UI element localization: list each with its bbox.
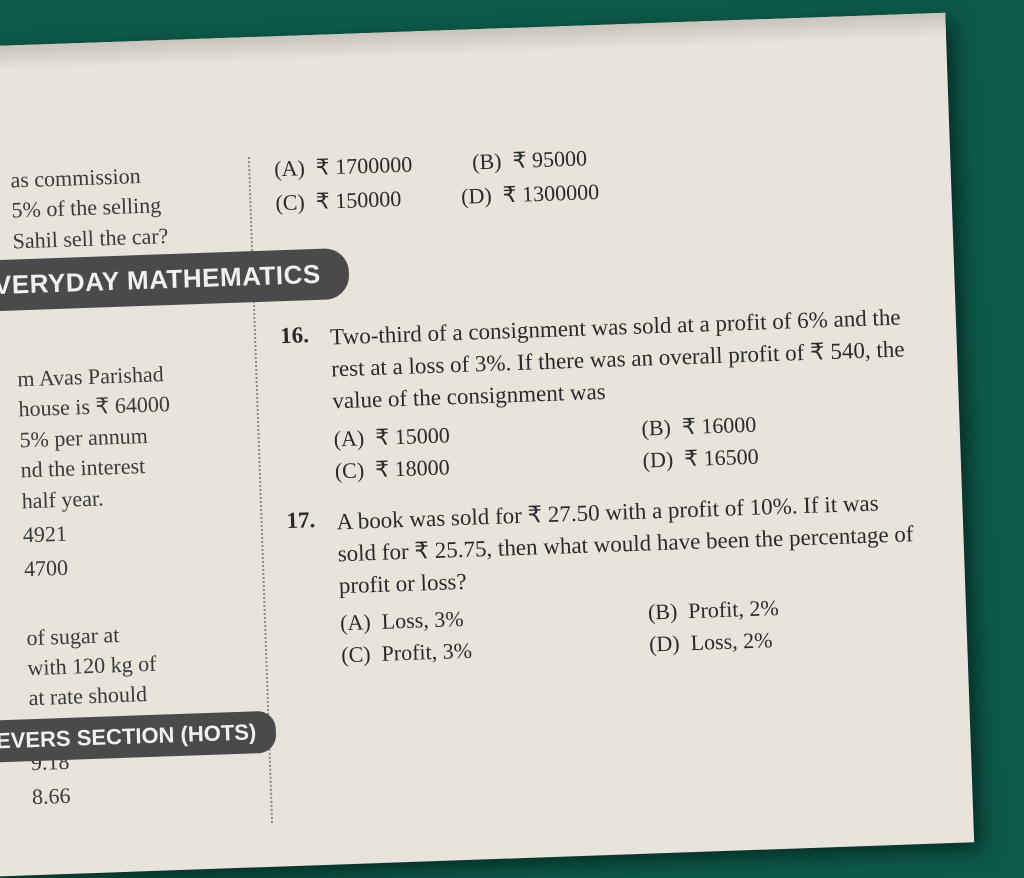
option-a: (A) ₹ 1700000 [274, 152, 413, 183]
frag-num: 4700 [24, 547, 245, 585]
option-value: ₹ 18000 [375, 454, 450, 482]
option-value: ₹ 16500 [684, 443, 759, 471]
option-value: ₹ 150000 [315, 186, 401, 214]
option-value: ₹ 1700000 [315, 152, 412, 180]
option-c: (C) ₹ 18000 [334, 448, 613, 484]
option-b: (B) ₹ 16000 [641, 406, 920, 442]
option-c: (C) Profit, 3% [341, 633, 620, 669]
option-a: (A) ₹ 15000 [333, 416, 612, 452]
option-d: (D) ₹ 1300000 [461, 179, 600, 210]
frag-num: 8.66 [32, 775, 253, 813]
option-a: (A) Loss, 3% [340, 601, 619, 637]
question-16-options: (A) ₹ 15000 (B) ₹ 16000 (C) ₹ 18000 (D) … [333, 406, 921, 484]
question-17-options: (A) Loss, 3% (B) Profit, 2% (C) Profit, … [340, 590, 928, 668]
option-d: (D) ₹ 16500 [642, 438, 921, 474]
question-number: 16. [280, 322, 319, 420]
option-value: ₹ 1300000 [502, 179, 599, 207]
option-value: Loss, 2% [690, 627, 773, 655]
option-value: Profit, 2% [688, 595, 779, 623]
option-value: ₹ 95000 [512, 145, 587, 173]
option-b: (B) Profit, 2% [648, 590, 927, 626]
question-text: A book was sold for ₹ 27.50 with a profi… [336, 485, 925, 602]
paper-page: as commission 5% of the selling Sahil se… [0, 13, 974, 877]
frag-num: 4921 [22, 513, 243, 551]
content-wrap: as commission 5% of the selling Sahil se… [10, 134, 933, 831]
option-d: (D) Loss, 2% [649, 622, 928, 658]
question-17: 17. A book was sold for ₹ 27.50 with a p… [286, 485, 925, 604]
option-value: Profit, 3% [381, 638, 472, 666]
fragment-avas-parishad: m Avas Parishad house is ₹ 64000 5% per … [17, 357, 245, 585]
option-value: ₹ 16000 [681, 411, 756, 439]
option-c: (C) ₹ 150000 [275, 186, 402, 216]
option-b: (B) ₹ 95000 [472, 145, 588, 175]
right-column: (A) ₹ 1700000 (B) ₹ 95000 (C) ₹ 150000 (… [274, 134, 933, 822]
section-banner-everyday-math: EVERYDAY MATHEMATICS [0, 248, 350, 313]
question-text: Two-third of a consignment was sold at a… [330, 301, 919, 418]
option-value: ₹ 15000 [375, 422, 450, 450]
question-number: 17. [286, 506, 325, 604]
option-value: Loss, 3% [381, 606, 464, 634]
